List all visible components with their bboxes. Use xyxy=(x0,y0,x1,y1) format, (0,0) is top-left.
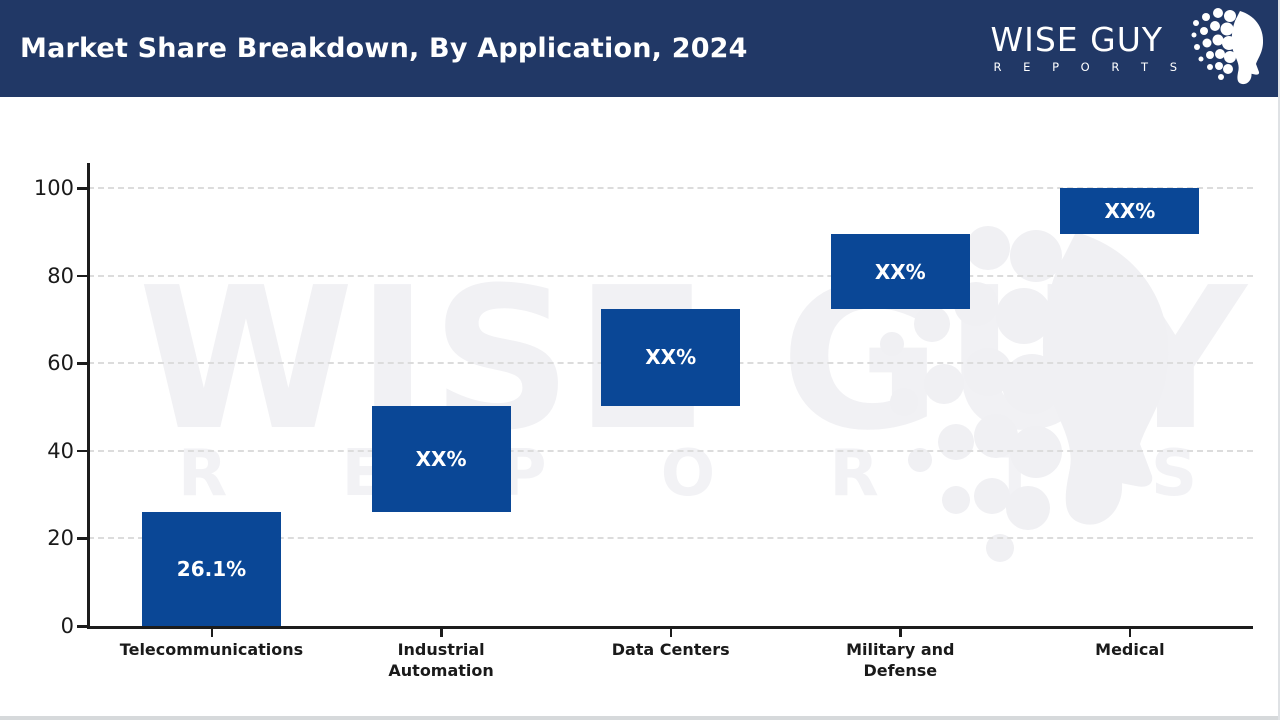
y-tick-mark-100 xyxy=(77,187,87,190)
brand-logo-text: WISE GUY R E P O R T S xyxy=(991,23,1187,74)
bar-value-label: XX% xyxy=(874,259,926,284)
brand-name: WISE GUY xyxy=(990,20,1164,59)
page-title: Market Share Breakdown, By Application, … xyxy=(20,33,748,64)
y-tick-mark-60 xyxy=(77,362,87,365)
y-tick-mark-40 xyxy=(77,449,87,453)
bar-military-and-defense: XX% xyxy=(830,233,970,310)
y-tick-label-0: 0 xyxy=(60,614,74,638)
x-tick-mark-0 xyxy=(210,629,213,637)
y-tick-label-40: 40 xyxy=(47,438,74,463)
footer-strip xyxy=(0,716,1278,720)
x-tick-label-2: Data Centers xyxy=(611,640,730,659)
bar-telecommunications: 26.1% xyxy=(142,511,281,626)
y-tick-mark-80 xyxy=(77,274,87,278)
bar-value-label: 26.1% xyxy=(176,556,247,581)
y-tick-label-80: 80 xyxy=(47,263,74,288)
x-tick-label-1: Industrial Automation xyxy=(388,640,494,680)
x-tick-mark-1 xyxy=(440,629,443,637)
x-axis-line xyxy=(87,626,1253,629)
bar-value-label: XX% xyxy=(1104,198,1156,223)
y-axis-line xyxy=(87,163,90,628)
gridline-20 xyxy=(88,537,1253,540)
brand-subtitle: R E P O R T S xyxy=(993,60,1186,74)
brand-face-icon xyxy=(1191,7,1264,84)
x-tick-mark-2 xyxy=(669,629,673,637)
bar-medical: XX% xyxy=(1060,188,1200,234)
gridline-40 xyxy=(88,449,1253,452)
y-tick-label-60: 60 xyxy=(47,351,74,376)
header: Market Share Breakdown, By Application, … xyxy=(0,0,1278,97)
bar-data-centers: XX% xyxy=(601,309,741,406)
x-tick-mark-4 xyxy=(1128,629,1132,637)
y-tick-label-100: 100 xyxy=(33,176,74,200)
bar-value-label: XX% xyxy=(645,345,697,370)
x-tick-mark-3 xyxy=(899,629,902,637)
bar-value-label: XX% xyxy=(415,446,467,471)
gridline-100 xyxy=(88,187,1253,189)
x-tick-label-4: Medical xyxy=(1095,640,1165,659)
y-tick-label-20: 20 xyxy=(47,526,74,551)
gridline-80 xyxy=(88,274,1253,277)
brand-logo: WISE GUY R E P O R T S xyxy=(991,7,1267,91)
bar-industrial-automation: XX% xyxy=(371,405,511,512)
y-tick-mark-0 xyxy=(77,625,87,628)
x-tick-label-0: Telecommunications xyxy=(119,640,304,659)
y-tick-mark-20 xyxy=(77,537,87,540)
x-tick-label-3: Military and Defense xyxy=(846,640,955,680)
